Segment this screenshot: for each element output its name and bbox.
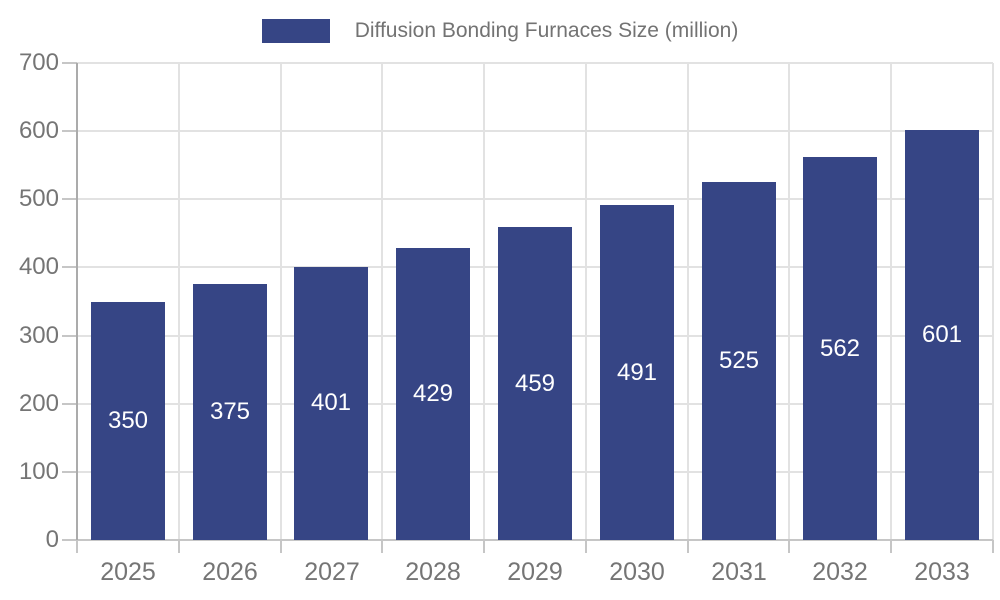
v-gridline [686,63,689,540]
x-axis-tick [177,540,180,553]
x-tick-label: 2031 [711,558,767,586]
y-tick-label: 200 [18,389,59,417]
y-tick-label: 300 [18,321,59,349]
bar-value-label: 459 [514,370,556,397]
x-tick-label: 2026 [202,558,258,586]
legend-label: Diffusion Bonding Furnaces Size (million… [354,19,739,42]
x-axis-line [77,539,993,541]
x-axis-tick [788,540,791,553]
x-tick-label: 2027 [304,558,360,586]
bar [702,182,776,540]
y-axis-tick [62,402,77,405]
x-tick-label: 2033 [914,558,970,586]
bar [600,205,674,540]
x-axis-tick [279,540,282,553]
v-gridline [279,63,282,540]
x-axis-tick [890,540,893,553]
y-axis-line [76,63,78,540]
bar [396,247,470,540]
x-tick-label: 2029 [507,558,563,586]
y-axis-tick [62,334,77,337]
v-gridline [483,63,486,540]
bar-value-label: 601 [921,321,963,348]
x-axis-tick [992,540,994,553]
v-gridline [890,63,893,540]
x-axis-tick [76,540,78,553]
h-gridline [77,130,993,133]
bar-value-label: 375 [209,398,251,425]
y-axis-tick [62,62,77,64]
bar [91,301,165,540]
y-axis-tick [62,539,77,541]
v-gridline [992,63,994,540]
y-tick-label: 600 [18,117,59,145]
y-tick-label: 0 [45,526,59,553]
bar [905,130,979,540]
bar-value-label: 491 [616,359,658,386]
y-tick-label: 700 [18,49,59,76]
bar-value-label: 401 [310,389,352,416]
bar-value-label: 525 [718,347,760,374]
y-axis-tick [62,266,77,269]
v-gridline [584,63,587,540]
bar [193,284,267,540]
y-axis-tick [62,198,77,201]
h-gridline [77,62,993,64]
y-axis-tick [62,130,77,133]
plot-area: 0 100 200 300 400 500 600 700 350 2025 375 2026 401 2… [19,49,994,586]
v-gridline [177,63,180,540]
x-axis-tick [381,540,384,553]
y-axis-tick [62,470,77,473]
x-tick-label: 2032 [812,558,868,586]
bar-value-label: 562 [819,335,861,362]
bar [294,266,368,540]
x-axis-tick [483,540,486,553]
x-axis-tick [584,540,587,553]
x-tick-label: 2025 [100,558,156,586]
h-gridline [77,198,993,201]
y-tick-label: 500 [18,185,59,213]
bar [803,157,877,540]
x-axis-tick [686,540,689,553]
v-gridline [381,63,384,540]
bar [498,227,572,540]
legend-swatch [261,19,330,43]
legend-item[interactable]: Diffusion Bonding Furnaces Size (million… [0,19,1000,43]
bar-value-label: 429 [412,380,454,407]
x-tick-label: 2030 [609,558,665,586]
y-tick-label: 100 [18,457,59,485]
bar-value-label: 350 [107,407,149,434]
x-tick-label: 2028 [405,558,461,586]
v-gridline [788,63,791,540]
y-tick-label: 400 [18,253,59,281]
